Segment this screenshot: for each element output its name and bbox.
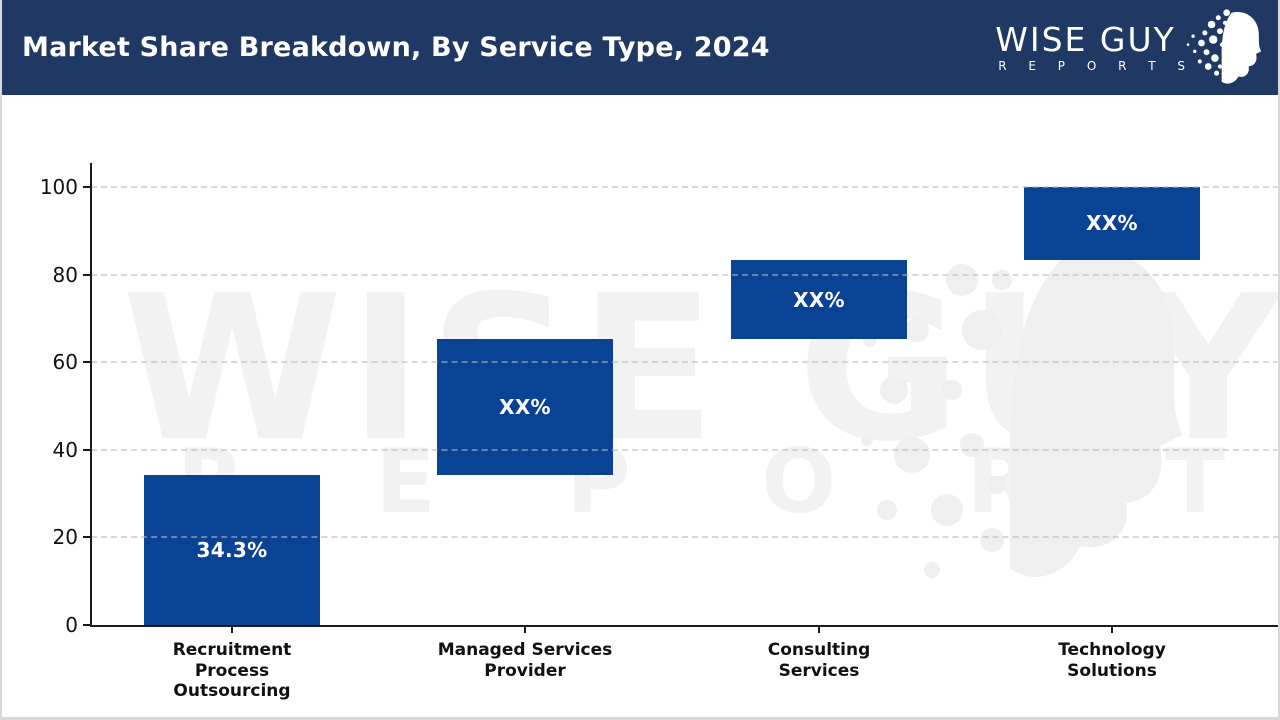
gridline [91, 448, 1278, 451]
y-tick-label: 20 [52, 525, 78, 550]
category-label: Technology Solutions [1058, 640, 1166, 681]
y-tick-label: 80 [52, 262, 78, 287]
watermark-head-icon [861, 248, 1182, 578]
x-axis-line [90, 625, 1278, 627]
gridline [91, 361, 1278, 364]
bar-segment: XX% [437, 339, 613, 475]
category-label: Consulting Services [767, 640, 871, 681]
y-tick-mark [83, 448, 91, 451]
y-tick-label: 100 [39, 175, 78, 199]
x-tick-mark [231, 625, 233, 633]
y-axis-line [90, 163, 92, 627]
category-label: Managed Services Provider [437, 640, 613, 681]
y-tick-mark [83, 186, 91, 188]
y-tick-mark [83, 273, 91, 276]
wiseguy-logo: WISE GUY R E P O R T S [995, 6, 1268, 90]
gridline [91, 273, 1278, 276]
x-tick-mark [1111, 625, 1113, 633]
bar-value-label: XX% [1086, 211, 1138, 236]
gridline [91, 536, 1278, 539]
y-tick-label: 60 [52, 350, 78, 375]
y-tick-mark [83, 361, 91, 364]
y-tick-mark [83, 624, 91, 626]
logo-wordmark: WISE GUY [995, 20, 1176, 59]
category-label: Recruitment Process Outsourcing [172, 640, 292, 702]
bar-segment: XX% [731, 259, 907, 340]
bar-value-label: XX% [499, 395, 551, 420]
bar-segment: 34.3% [144, 474, 320, 625]
x-tick-mark [524, 625, 526, 633]
page-title: Market Share Breakdown, By Service Type,… [22, 32, 770, 63]
header-bar: Market Share Breakdown, By Service Type,… [2, 0, 1278, 95]
x-tick-mark [818, 625, 820, 633]
logo-subtitle: R E P O R T S [998, 59, 1194, 73]
logo-head-icon [1186, 8, 1262, 84]
bar-segment: XX% [1024, 187, 1200, 260]
gridline [91, 186, 1278, 188]
logo-text: WISE GUY R E P O R T S [995, 23, 1194, 72]
bar-value-label: XX% [793, 287, 845, 312]
bar-value-label: 34.3% [196, 537, 268, 562]
y-tick-label: 40 [52, 437, 78, 462]
y-tick-label: 0 [65, 613, 78, 637]
y-tick-mark [83, 536, 91, 539]
